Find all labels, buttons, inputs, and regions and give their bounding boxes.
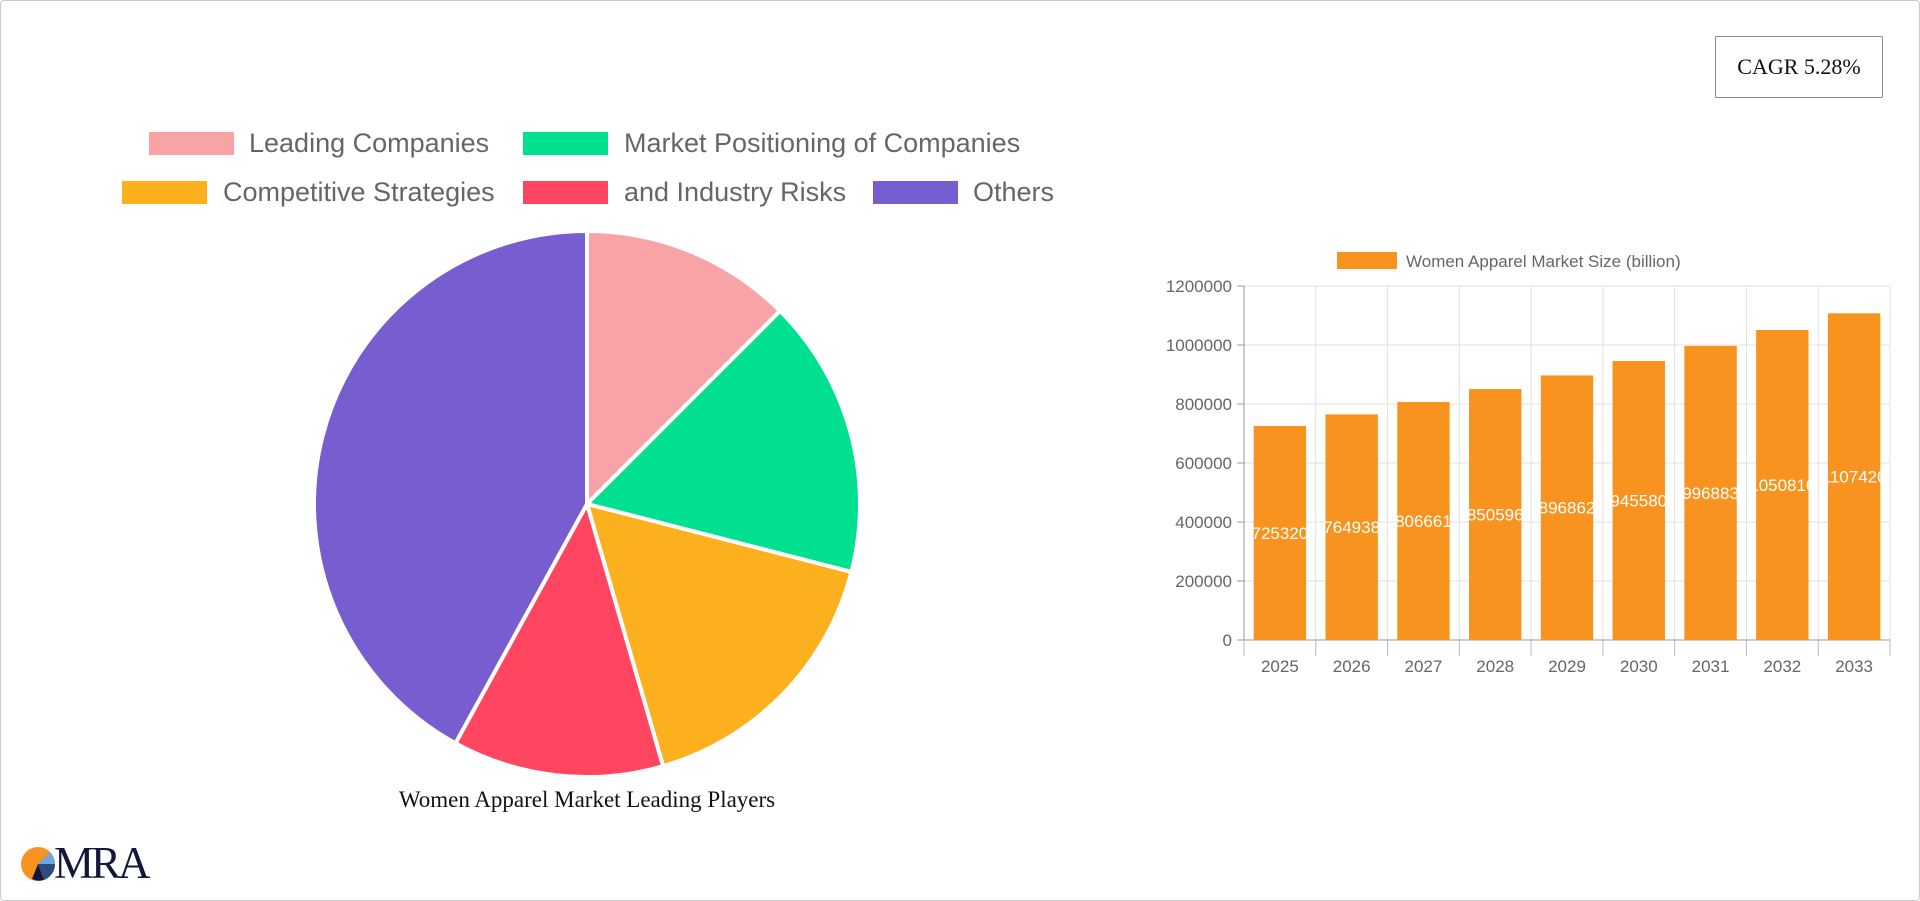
bar-data-label: 850596: [1467, 506, 1524, 525]
mra-logo: MRA: [20, 838, 155, 888]
x-tick-label: 2033: [1835, 657, 1873, 676]
bar-data-label: 1050810: [1749, 476, 1815, 495]
bar-data-label: 1107420: [1822, 468, 1887, 487]
bar-data-label: 725320: [1252, 524, 1309, 543]
bar-legend: Women Apparel Market Size (billion): [1337, 252, 1681, 271]
y-tick-label: 1200000: [1166, 277, 1232, 296]
pie-title: Women Apparel Market Leading Players: [399, 787, 775, 812]
bar-2029[interactable]: [1540, 375, 1594, 640]
legend-swatch: [523, 132, 608, 155]
y-tick-label: 0: [1223, 631, 1232, 650]
x-tick-label: 2027: [1405, 657, 1443, 676]
bar-2032[interactable]: [1756, 330, 1809, 640]
cagr-badge: CAGR 5.28%: [1715, 36, 1883, 98]
x-tick-label: 2025: [1261, 657, 1299, 676]
x-tick-label: 2032: [1763, 657, 1801, 676]
x-tick-label: 2029: [1548, 657, 1586, 676]
x-tick-label: 2030: [1620, 657, 1658, 676]
bar-data-label: 945580: [1610, 492, 1667, 511]
legend-swatch: [122, 181, 207, 204]
legend-item-leading-companies[interactable]: Leading Companies: [149, 128, 489, 158]
bar-data-label: 806661: [1395, 512, 1452, 531]
pie-slice-market-positioning-of-companies[interactable]: [583, 308, 862, 575]
bars: [1253, 313, 1881, 640]
x-tick-label: 2031: [1692, 657, 1730, 676]
legend-label: Others: [973, 177, 1054, 207]
bar-2030[interactable]: [1612, 361, 1665, 640]
legend-label: and Industry Risks: [624, 177, 846, 207]
pie-slice-leading-companies[interactable]: [585, 228, 783, 509]
bar-data-labels: 725320 764938 806661 850596 896862 945580 9968…: [1252, 468, 1887, 543]
pie-slices: [312, 228, 862, 779]
pie-chart: Leading Companies Market Positioning of …: [122, 128, 1054, 812]
y-tick-label: 800000: [1175, 395, 1232, 414]
legend-label: Competitive Strategies: [223, 177, 495, 207]
bar-data-label: 896862: [1539, 499, 1596, 518]
legend-item-competitive-strategies[interactable]: Competitive Strategies: [122, 177, 495, 207]
y-axis: 0 200000 400000 600000 800000 1000000 1200000: [1166, 277, 1244, 650]
pie-slice-competitive-strategies[interactable]: [584, 501, 854, 769]
bar-2031[interactable]: [1684, 345, 1737, 640]
pie-slice-others[interactable]: [312, 228, 589, 746]
logo-icon: [21, 847, 56, 881]
bar-2033[interactable]: [1827, 313, 1881, 640]
bar-chart: Women Apparel Market Size (billion) 0 200…: [1166, 252, 1891, 676]
legend-swatch: [873, 181, 958, 204]
x-axis: 2025 2026 2027 2028 2029 2030 2031 2032 2033: [1243, 640, 1891, 676]
bar-2027[interactable]: [1397, 402, 1450, 640]
bar-data-label: 764938: [1323, 518, 1380, 537]
y-tick-label: 600000: [1175, 454, 1232, 473]
y-tick-label: 400000: [1175, 513, 1232, 532]
legend-item-market-positioning[interactable]: Market Positioning of Companies: [523, 128, 1020, 158]
bar-2026[interactable]: [1325, 414, 1378, 640]
legend-label: Market Positioning of Companies: [624, 128, 1020, 158]
legend-label: Leading Companies: [249, 128, 489, 158]
bar-2025[interactable]: [1253, 426, 1307, 640]
logo-text: MRA: [54, 838, 151, 888]
legend-swatch: [523, 181, 608, 204]
bar-data-label: 996883: [1682, 484, 1739, 503]
bar-2028[interactable]: [1469, 389, 1522, 640]
bar-legend-label[interactable]: Women Apparel Market Size (billion): [1406, 252, 1681, 271]
pie-slice-and-industry-risks[interactable]: [452, 498, 666, 779]
cagr-label: CAGR 5.28%: [1737, 54, 1861, 79]
x-tick-label: 2026: [1333, 657, 1371, 676]
pie-legend: Leading Companies Market Positioning of …: [122, 128, 1054, 207]
legend-item-industry-risks[interactable]: and Industry Risks: [523, 177, 846, 207]
y-tick-label: 200000: [1175, 572, 1232, 591]
legend-swatch: [1337, 252, 1397, 269]
legend-swatch: [149, 132, 234, 155]
y-tick-label: 1000000: [1166, 336, 1232, 355]
x-tick-label: 2028: [1476, 657, 1514, 676]
legend-item-others[interactable]: Others: [873, 177, 1054, 207]
